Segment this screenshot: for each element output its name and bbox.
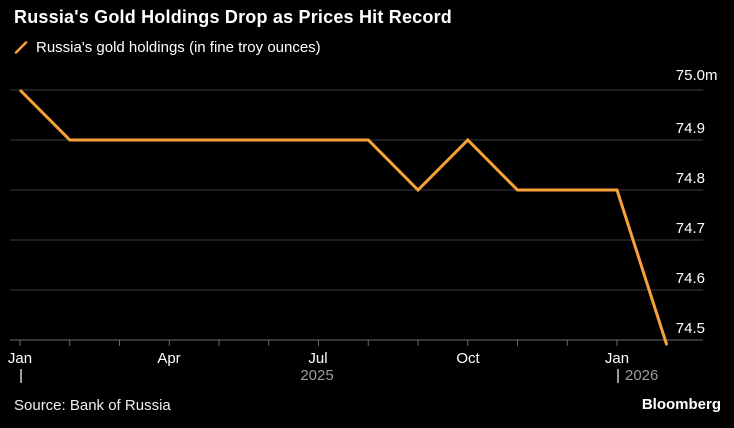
legend-slash-icon — [13, 40, 29, 55]
y-axis-label: 74.9 — [675, 120, 705, 137]
x-axis-label: Jan — [7, 350, 33, 367]
y-axis-label: 74.7 — [675, 220, 705, 237]
y-axis-unit-suffix: m — [705, 67, 718, 84]
year-label: 2025 — [300, 367, 334, 384]
legend: Russia's gold holdings (in fine troy oun… — [13, 39, 321, 56]
x-axis-label: Jan — [604, 350, 630, 367]
x-axis-label: Jul — [308, 350, 328, 367]
y-axis-label: 74.6 — [675, 270, 705, 287]
y-axis-label: 75.0 m — [675, 67, 718, 84]
year-label: 2026 — [625, 367, 659, 384]
y-axis-label: 74.5 — [675, 320, 705, 337]
chart-title: Russia's Gold Holdings Drop as Prices Hi… — [14, 7, 452, 27]
x-axis-label: Oct — [456, 350, 480, 367]
bloomberg-logo: Bloomberg — [641, 396, 721, 413]
year-start-marker — [617, 369, 619, 383]
legend-label: Russia's gold holdings (in fine troy oun… — [36, 39, 321, 56]
year-start-marker — [20, 369, 22, 383]
y-axis-label: 74.8 — [675, 170, 705, 187]
x-axis-label: Apr — [157, 350, 181, 367]
source-credit: Source: Bank of Russia — [14, 397, 171, 414]
